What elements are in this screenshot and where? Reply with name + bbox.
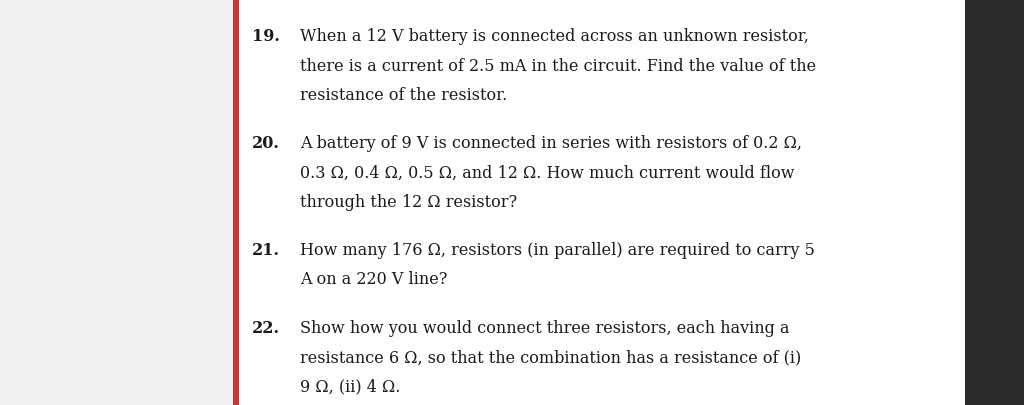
Text: 9 Ω, (ii) 4 Ω.: 9 Ω, (ii) 4 Ω.: [300, 378, 400, 395]
Text: there is a current of 2.5 mA in the circuit. Find the value of the: there is a current of 2.5 mA in the circ…: [300, 58, 816, 75]
Bar: [233, 0, 239, 405]
Text: 20.: 20.: [252, 135, 280, 152]
Bar: [965, 0, 1024, 405]
Text: resistance 6 Ω, so that the combination has a resistance of (i): resistance 6 Ω, so that the combination …: [300, 349, 802, 366]
Text: Show how you would connect three resistors, each having a: Show how you would connect three resisto…: [300, 320, 790, 337]
Text: When a 12 V battery is connected across an unknown resistor,: When a 12 V battery is connected across …: [300, 28, 809, 45]
Text: 21.: 21.: [252, 242, 280, 259]
Text: A on a 220 V line?: A on a 220 V line?: [300, 271, 447, 288]
Text: 22.: 22.: [252, 320, 280, 337]
Text: resistance of the resistor.: resistance of the resistor.: [300, 87, 507, 104]
Text: 19.: 19.: [252, 28, 280, 45]
Text: through the 12 Ω resistor?: through the 12 Ω resistor?: [300, 194, 517, 211]
Text: 0.3 Ω, 0.4 Ω, 0.5 Ω, and 12 Ω. How much current would flow: 0.3 Ω, 0.4 Ω, 0.5 Ω, and 12 Ω. How much …: [300, 164, 795, 181]
Text: A battery of 9 V is connected in series with resistors of 0.2 Ω,: A battery of 9 V is connected in series …: [300, 135, 802, 152]
Bar: [233, 0, 968, 405]
Text: How many 176 Ω, resistors (in parallel) are required to carry 5: How many 176 Ω, resistors (in parallel) …: [300, 242, 815, 259]
